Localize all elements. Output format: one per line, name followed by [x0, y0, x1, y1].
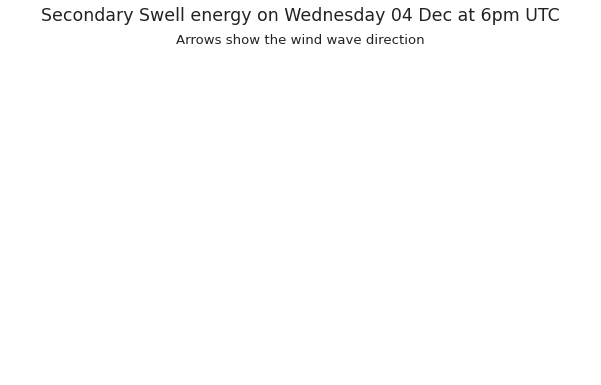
Text: Cartopy not available: Cartopy not available — [196, 209, 405, 228]
Text: Arrows show the wind wave direction: Arrows show the wind wave direction — [176, 34, 425, 47]
Text: Secondary Swell energy on Wednesday 04 Dec at 6pm UTC: Secondary Swell energy on Wednesday 04 D… — [41, 7, 560, 25]
